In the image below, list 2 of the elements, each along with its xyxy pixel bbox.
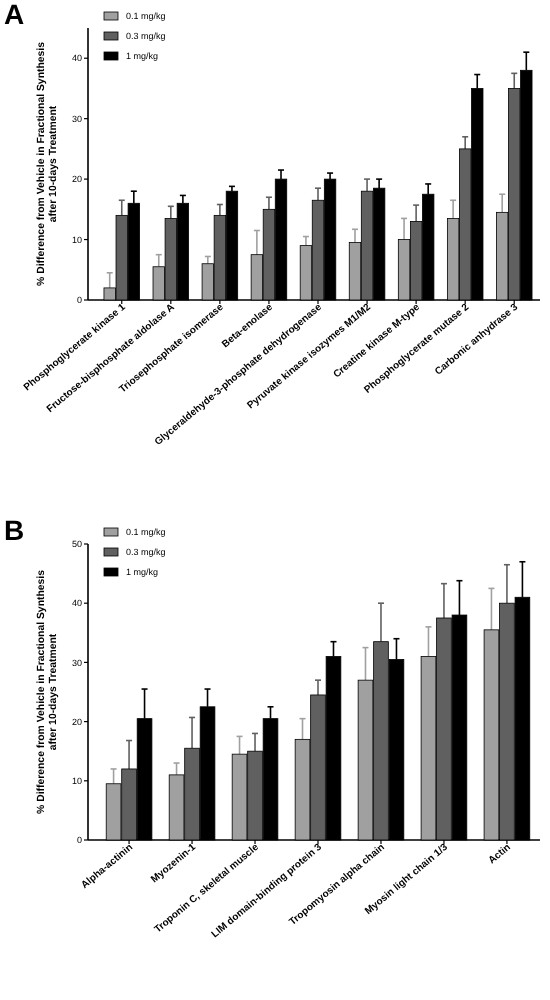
chart-title: A [4,0,25,30]
chart-title: B [4,514,25,546]
